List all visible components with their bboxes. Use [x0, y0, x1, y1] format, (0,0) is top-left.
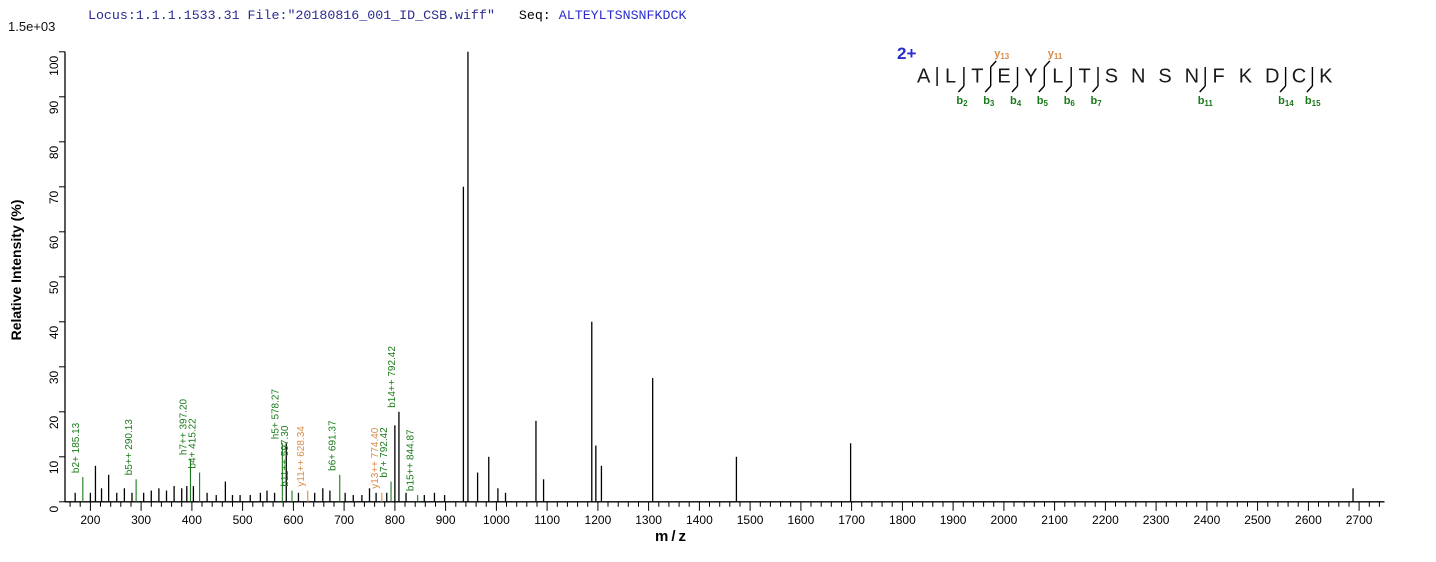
svg-text:b3: b3 — [983, 95, 995, 108]
svg-text:50: 50 — [47, 280, 61, 294]
svg-text:K: K — [1319, 66, 1333, 88]
svg-text:K: K — [1239, 66, 1253, 88]
svg-text:b15++ 844.87: b15++ 844.87 — [406, 429, 417, 491]
svg-text:L: L — [945, 66, 956, 88]
svg-text:2500: 2500 — [1244, 513, 1271, 527]
svg-text:2100: 2100 — [1041, 513, 1068, 527]
svg-text:1600: 1600 — [788, 513, 815, 527]
svg-text:y11: y11 — [1048, 48, 1063, 61]
svg-text:b2+ 185.13: b2+ 185.13 — [71, 422, 82, 473]
svg-text:N: N — [1131, 66, 1145, 88]
svg-text:80: 80 — [47, 145, 61, 159]
svg-text:b4+ 415.22: b4+ 415.22 — [188, 418, 199, 469]
svg-text:b7+ 792.42: b7+ 792.42 — [379, 427, 390, 478]
svg-text:2300: 2300 — [1143, 513, 1170, 527]
svg-text:1000: 1000 — [483, 513, 510, 527]
svg-text:500: 500 — [233, 513, 253, 527]
svg-text:2700: 2700 — [1346, 513, 1373, 527]
svg-text:b11: b11 — [1198, 95, 1214, 108]
svg-text:S: S — [1105, 66, 1118, 88]
svg-text:2200: 2200 — [1092, 513, 1119, 527]
svg-text:b6+ 691.37: b6+ 691.37 — [328, 420, 339, 471]
svg-text:100: 100 — [47, 55, 61, 75]
svg-text:b14++ 792.42: b14++ 792.42 — [387, 346, 398, 408]
svg-text:800: 800 — [385, 513, 405, 527]
svg-text:2400: 2400 — [1194, 513, 1221, 527]
svg-text:b6: b6 — [1064, 95, 1076, 108]
svg-text:60: 60 — [47, 235, 61, 249]
svg-text:T: T — [971, 66, 983, 88]
svg-text:600: 600 — [283, 513, 303, 527]
svg-text:L: L — [1052, 66, 1063, 88]
svg-text:D: D — [1265, 66, 1279, 88]
svg-text:C: C — [1292, 66, 1306, 88]
svg-text:b5++ 290.13: b5++ 290.13 — [124, 419, 135, 476]
svg-text:20: 20 — [47, 415, 61, 429]
svg-text:b14: b14 — [1278, 95, 1294, 108]
svg-text:E: E — [997, 66, 1010, 88]
svg-text:400: 400 — [182, 513, 202, 527]
svg-text:b5: b5 — [1037, 95, 1049, 108]
svg-text:A: A — [917, 66, 931, 88]
svg-text:0: 0 — [47, 505, 61, 512]
svg-text:b15: b15 — [1305, 95, 1321, 108]
svg-text:70: 70 — [47, 190, 61, 204]
svg-text:y11++ 628.34: y11++ 628.34 — [296, 426, 307, 487]
svg-text:b4: b4 — [1010, 95, 1022, 108]
svg-text:b11++ 597.30: b11++ 597.30 — [280, 425, 291, 486]
svg-text:30: 30 — [47, 370, 61, 384]
svg-text:700: 700 — [334, 513, 354, 527]
svg-text:40: 40 — [47, 325, 61, 339]
svg-text:b7: b7 — [1091, 95, 1103, 108]
svg-text:90: 90 — [47, 100, 61, 114]
svg-text:10: 10 — [47, 460, 61, 474]
svg-text:1200: 1200 — [585, 513, 612, 527]
svg-text:b2: b2 — [956, 95, 968, 108]
svg-text:2000: 2000 — [991, 513, 1018, 527]
svg-text:2600: 2600 — [1295, 513, 1322, 527]
svg-text:1700: 1700 — [838, 513, 865, 527]
svg-text:N: N — [1185, 66, 1199, 88]
svg-text:1500: 1500 — [737, 513, 764, 527]
svg-text:1900: 1900 — [940, 513, 967, 527]
svg-text:1300: 1300 — [635, 513, 662, 527]
svg-text:900: 900 — [436, 513, 456, 527]
svg-text:300: 300 — [131, 513, 151, 527]
svg-text:200: 200 — [80, 513, 100, 527]
svg-text:F: F — [1212, 66, 1224, 88]
svg-text:1400: 1400 — [686, 513, 713, 527]
svg-text:y13: y13 — [994, 48, 1010, 61]
svg-text:Y: Y — [1024, 66, 1037, 88]
svg-text:S: S — [1158, 66, 1171, 88]
svg-text:1800: 1800 — [889, 513, 916, 527]
svg-text:1100: 1100 — [534, 513, 560, 527]
svg-text:T: T — [1078, 66, 1090, 88]
